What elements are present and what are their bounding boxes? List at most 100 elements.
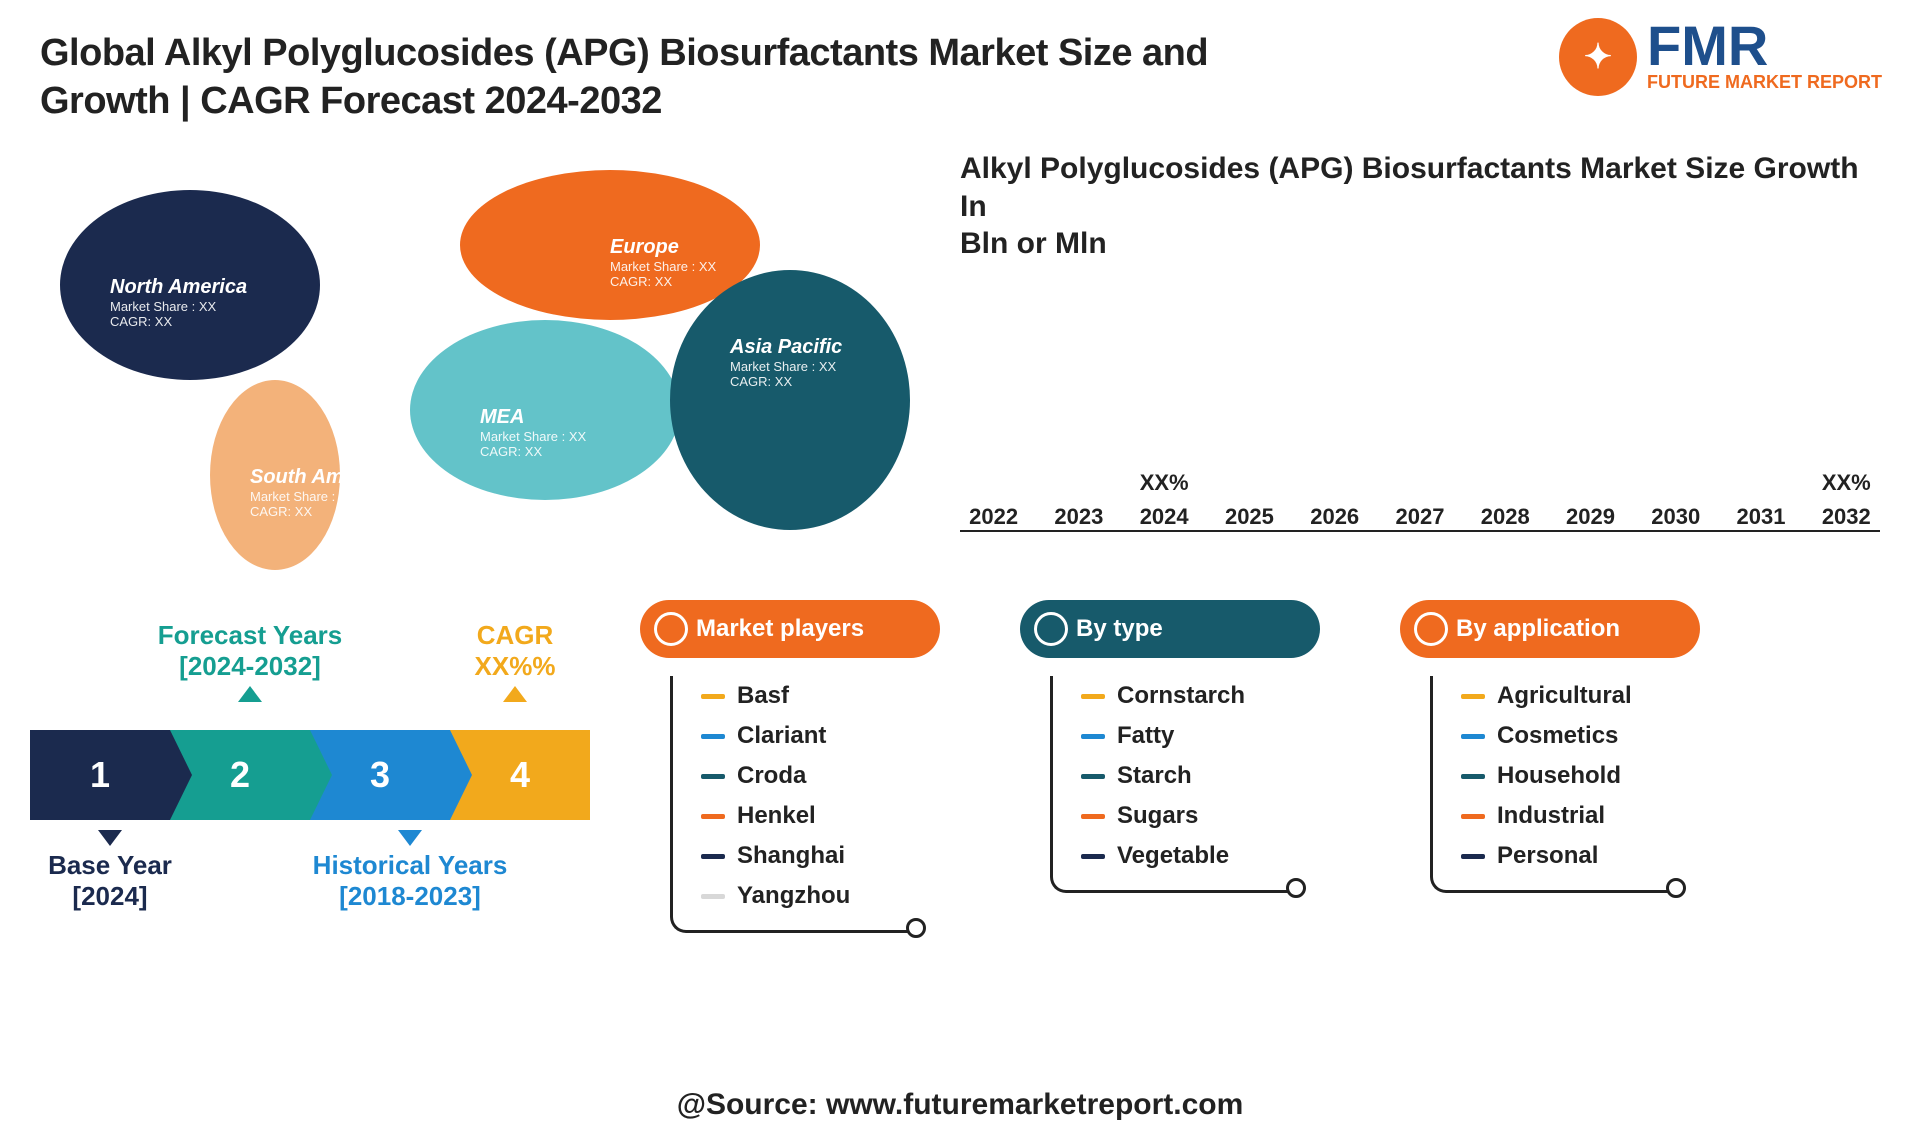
item-text: Sugars	[1117, 802, 1198, 830]
bar-2027: 2027	[1386, 496, 1453, 530]
timeline-top-labels: Forecast Years[2024-2032] CAGRXX%%	[30, 620, 590, 730]
chart-x-axis	[960, 530, 1880, 532]
bar-2024: XX%2024	[1131, 496, 1198, 530]
list-item: Clariant	[701, 716, 920, 756]
item-color-icon	[1081, 854, 1105, 859]
logo-badge-icon: ✦	[1559, 18, 1637, 96]
cagr-label: CAGRXX%%	[450, 620, 580, 702]
column-header: Market players	[640, 600, 940, 658]
bar-year-label: 2031	[1737, 504, 1786, 530]
item-text: Industrial	[1497, 802, 1605, 830]
bar-2022: 2022	[960, 496, 1027, 530]
logo-abbr: FMR	[1647, 21, 1882, 71]
item-color-icon	[701, 854, 725, 859]
bar-2025: 2025	[1216, 496, 1283, 530]
column-by-application: By application Agricultural Cosmetics Ho…	[1400, 600, 1700, 893]
bar-year-label: 2023	[1054, 504, 1103, 530]
item-text: Starch	[1117, 762, 1192, 790]
source-footer: @Source: www.futuremarketreport.com	[0, 1088, 1920, 1122]
list-item: Starch	[1081, 756, 1300, 796]
item-text: Cosmetics	[1497, 722, 1618, 750]
region-name: MEA	[480, 406, 586, 429]
region-share: Market Share : XX	[110, 299, 247, 314]
bar-year-label: 2027	[1395, 504, 1444, 530]
item-color-icon	[1081, 774, 1105, 779]
map-label-north-america: North AmericaMarket Share : XXCAGR: XX	[100, 270, 257, 335]
item-text: Basf	[737, 682, 789, 710]
market-growth-chart: Alkyl Polyglucosides (APG) Biosurfactant…	[960, 150, 1880, 570]
item-text: Personal	[1497, 842, 1598, 870]
bar-2032: XX%2032	[1813, 496, 1880, 530]
region-cagr: CAGR: XX	[250, 504, 390, 519]
bar-2028: 2028	[1472, 496, 1539, 530]
region-name: Europe	[610, 236, 716, 259]
timeline-strip: 1234	[30, 730, 590, 820]
item-text: Yangzhou	[737, 882, 850, 910]
bar-2026: 2026	[1301, 496, 1368, 530]
item-text: Household	[1497, 762, 1621, 790]
region-cagr: CAGR: XX	[730, 374, 842, 389]
timeline-bottom-labels: Base Year[2024] Historical Years[2018-20…	[30, 820, 590, 960]
map-region-asia-pacific	[670, 270, 910, 530]
map-label-south-america: South AmericaMarket Share : XXCAGR: XX	[240, 460, 400, 525]
map-label-mea: MEAMarket Share : XXCAGR: XX	[470, 400, 596, 465]
bar-2031: 2031	[1727, 496, 1794, 530]
list-item: Industrial	[1461, 796, 1680, 836]
column-header: By application	[1400, 600, 1700, 658]
item-text: Agricultural	[1497, 682, 1632, 710]
bar-year-label: 2030	[1651, 504, 1700, 530]
timeline: Forecast Years[2024-2032] CAGRXX%% 1234 …	[30, 620, 590, 960]
item-color-icon	[701, 774, 725, 779]
item-color-icon	[701, 694, 725, 699]
bar-year-label: 2032	[1822, 504, 1871, 530]
column-market-players: Market players Basf Clariant Croda	[640, 600, 940, 933]
region-cagr: CAGR: XX	[610, 274, 716, 289]
map-label-europe: EuropeMarket Share : XXCAGR: XX	[600, 230, 726, 295]
list-item: Vegetable	[1081, 836, 1300, 876]
bar-2023: 2023	[1045, 496, 1112, 530]
bar-year-label: 2026	[1310, 504, 1359, 530]
region-cagr: CAGR: XX	[110, 314, 247, 329]
item-text: Croda	[737, 762, 806, 790]
bar-2030: 2030	[1642, 496, 1709, 530]
world-map: North AmericaMarket Share : XXCAGR: XX So…	[30, 150, 910, 570]
item-text: Cornstarch	[1117, 682, 1245, 710]
item-color-icon	[1461, 734, 1485, 739]
list-item: Agricultural	[1461, 676, 1680, 716]
logo-subtitle: FUTURE MARKET REPORT	[1647, 72, 1882, 93]
column-header: By type	[1020, 600, 1320, 658]
chart-bars: 20222023XX%20242025202620272028202920302…	[960, 230, 1880, 530]
list-item: Shanghai	[701, 836, 920, 876]
list-item: Croda	[701, 756, 920, 796]
bar-annotation: XX%	[1140, 470, 1189, 496]
region-name: South America	[250, 466, 390, 489]
column-body: Basf Clariant Croda Henkel	[670, 676, 920, 933]
item-color-icon	[1081, 694, 1105, 699]
bar-year-label: 2022	[969, 504, 1018, 530]
base-year-label: Base Year[2024]	[20, 830, 200, 912]
forecast-label: Forecast Years[2024-2032]	[150, 620, 350, 702]
column-body: Cornstarch Fatty Starch Sugars	[1050, 676, 1300, 893]
bar-year-label: 2028	[1481, 504, 1530, 530]
item-color-icon	[1461, 694, 1485, 699]
bar-annotation: XX%	[1822, 470, 1871, 496]
list-item: Basf	[701, 676, 920, 716]
list-item: Yangzhou	[701, 876, 920, 916]
region-share: Market Share : XX	[610, 259, 716, 274]
list-item: Personal	[1461, 836, 1680, 876]
page-title: Global Alkyl Polyglucosides (APG) Biosur…	[40, 30, 1240, 125]
region-share: Market Share : XX	[480, 429, 586, 444]
item-text: Henkel	[737, 802, 816, 830]
region-share: Market Share : XX	[250, 489, 390, 504]
column-body: Agricultural Cosmetics Household Industr…	[1430, 676, 1680, 893]
list-item: Household	[1461, 756, 1680, 796]
historical-label: Historical Years[2018-2023]	[290, 830, 530, 912]
fmr-logo: ✦ FMR FUTURE MARKET REPORT	[1559, 18, 1882, 96]
list-item: Cornstarch	[1081, 676, 1300, 716]
map-label-asia-pacific: Asia PacificMarket Share : XXCAGR: XX	[720, 330, 852, 395]
item-text: Clariant	[737, 722, 826, 750]
timeline-cell-1: 1	[30, 730, 170, 820]
item-text: Vegetable	[1117, 842, 1229, 870]
list-item: Sugars	[1081, 796, 1300, 836]
item-color-icon	[1081, 814, 1105, 819]
